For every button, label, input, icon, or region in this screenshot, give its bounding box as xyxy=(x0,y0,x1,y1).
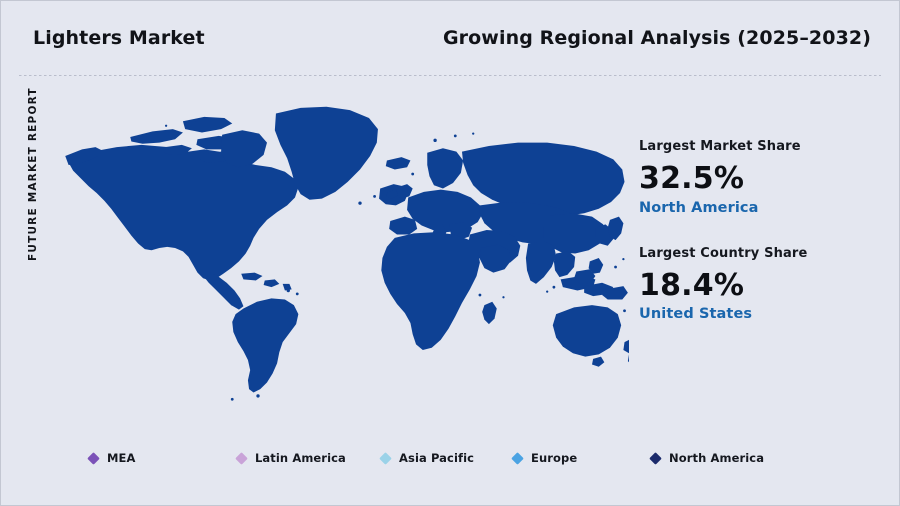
stat-card-country-share: Largest Country Share 18.4% United State… xyxy=(639,246,875,323)
header-divider xyxy=(19,75,881,76)
caribbean-3 xyxy=(282,283,292,291)
stat-value: 32.5% xyxy=(639,161,745,196)
caribbean-2 xyxy=(263,279,280,288)
legend-swatch-icon xyxy=(87,451,100,465)
island-dot xyxy=(433,138,437,143)
alaska-path xyxy=(65,147,103,166)
island-dot xyxy=(373,194,376,198)
europe-mainland-path xyxy=(407,189,483,233)
island-dot xyxy=(358,201,362,205)
island-dot xyxy=(194,118,198,122)
legend-item-asia-pacific[interactable]: Asia Pacific xyxy=(379,451,475,465)
island-dot xyxy=(286,288,290,293)
indochina-path xyxy=(553,251,576,278)
japan-path xyxy=(607,216,624,241)
australia-path xyxy=(552,305,622,357)
island-dot xyxy=(622,258,625,261)
legend-swatch-icon xyxy=(379,451,392,465)
island-dot xyxy=(546,290,549,293)
stat-card-market-share: Largest Market Share 32.5% North America xyxy=(639,139,875,216)
russia-path xyxy=(462,142,625,216)
legend-swatch-icon xyxy=(235,451,248,465)
baffin-island-path xyxy=(221,130,267,168)
newguinea-path xyxy=(602,286,628,300)
legend-item-europe[interactable]: Europe xyxy=(511,451,578,465)
island-dot xyxy=(502,296,505,299)
island-dot xyxy=(256,394,260,398)
south-america-path xyxy=(232,298,299,393)
map-landmasses xyxy=(65,106,629,401)
east-asia-path xyxy=(543,213,606,254)
legend-item-mea[interactable]: MEA xyxy=(87,451,136,465)
arctic-islands-4 xyxy=(161,144,192,155)
arctic-islands-2 xyxy=(182,116,233,133)
philippines-path xyxy=(588,258,604,274)
india-path xyxy=(525,241,557,284)
caribbean-1 xyxy=(241,272,263,281)
newzealand-1 xyxy=(623,339,629,354)
scandinavia-path xyxy=(427,148,464,189)
britain-path xyxy=(394,184,413,199)
newzealand-2 xyxy=(627,354,629,363)
stats-panel: Largest Market Share 32.5% North America… xyxy=(639,139,875,322)
legend-item-north-america[interactable]: North America xyxy=(649,451,765,465)
arctic-islands-1 xyxy=(130,129,183,144)
island-dot xyxy=(472,132,475,135)
legend-label: Latin America xyxy=(255,451,346,465)
map-legend: MEA Latin America Asia Pacific Europe No… xyxy=(87,447,789,469)
ireland-path xyxy=(385,189,399,199)
greenland-path xyxy=(274,106,378,200)
madagascar-path xyxy=(482,301,497,325)
world-map xyxy=(63,93,629,413)
island-dot xyxy=(623,309,626,313)
central-america-path xyxy=(204,271,244,310)
report-subtitle: Growing Regional Analysis (2025–2032) xyxy=(442,27,871,49)
legend-item-latin-america[interactable]: Latin America xyxy=(235,451,346,465)
world-map-svg xyxy=(65,106,629,401)
north-america-path xyxy=(67,144,299,281)
legend-label: Europe xyxy=(531,451,578,465)
legend-swatch-icon xyxy=(649,451,662,465)
island-dot xyxy=(230,397,234,401)
legend-label: North America xyxy=(669,451,765,465)
africa-path xyxy=(381,232,480,350)
brand-vertical-label: FUTURE MARKET REPORT xyxy=(27,87,39,261)
stat-label: Largest Market Share xyxy=(639,139,801,154)
stat-value: 18.4% xyxy=(639,267,745,303)
iberia-path xyxy=(389,216,418,235)
island-dot xyxy=(164,124,168,127)
header-bar: Lighters Market Growing Regional Analysi… xyxy=(1,1,899,75)
legend-label: Asia Pacific xyxy=(399,451,475,465)
page-title: Lighters Market xyxy=(33,27,205,49)
tasmania-path xyxy=(592,356,605,367)
legend-swatch-icon xyxy=(511,451,524,465)
arabia-path xyxy=(479,244,512,273)
island-dot xyxy=(411,172,415,176)
island-dot xyxy=(614,265,617,269)
stat-region: North America xyxy=(639,199,759,216)
stat-label: Largest Country Share xyxy=(639,245,808,261)
island-dot xyxy=(453,134,457,138)
island-dot xyxy=(552,285,556,289)
island-dot xyxy=(295,292,299,296)
iceland-path xyxy=(385,157,411,170)
borneo-path xyxy=(574,269,596,284)
stat-region: United States xyxy=(639,306,753,322)
legend-label: MEA xyxy=(107,451,136,465)
island-dot xyxy=(478,293,482,297)
